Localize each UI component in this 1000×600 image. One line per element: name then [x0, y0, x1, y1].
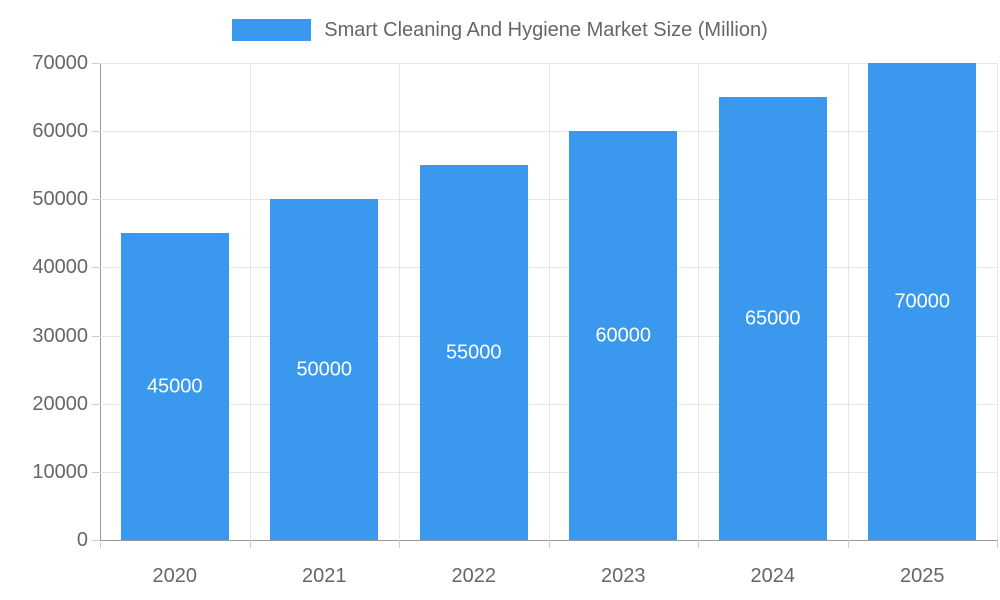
x-axis-tick-label: 2022 [451, 565, 497, 587]
x-axis-tick-label: 2020 [152, 565, 198, 587]
bar-value-label: 60000 [595, 324, 652, 347]
x-axis-line [92, 540, 997, 541]
bar-2021[interactable] [270, 199, 379, 540]
y-axis-tick [92, 471, 100, 473]
bar-value-label: 55000 [445, 341, 502, 364]
bar-value-label: 70000 [894, 290, 951, 312]
y-axis-tick [92, 199, 100, 201]
x-axis-tick-label: 2023 [601, 565, 646, 587]
v-gridline [548, 63, 550, 540]
y-axis-tick-label: 20000 [32, 392, 88, 415]
y-axis-tick-label: 10000 [32, 460, 88, 483]
y-axis-tick-label: 40000 [32, 256, 88, 279]
x-axis-tick [997, 540, 998, 548]
bar-2020[interactable] [120, 233, 229, 540]
bar-2024[interactable] [718, 97, 827, 540]
y-axis-tick [92, 403, 100, 405]
x-axis-tick-label: 2021 [302, 565, 347, 587]
bar-2023[interactable] [569, 131, 678, 540]
v-gridline [847, 63, 849, 540]
y-axis-tick-label: 0 [76, 529, 88, 551]
v-gridline [249, 63, 251, 540]
legend-color-swatch [232, 19, 312, 41]
y-axis-tick [92, 63, 100, 64]
bar-value-label: 45000 [146, 375, 203, 398]
x-axis-tick [698, 540, 699, 548]
chart-legend: Smart Cleaning And Hygiene Market Size (… [0, 18, 1000, 42]
bar-value-label: 65000 [744, 307, 801, 330]
y-axis-tick [92, 267, 100, 269]
y-axis-tick [92, 131, 100, 133]
legend-series-label: Smart Cleaning And Hygiene Market Size (… [324, 19, 768, 41]
x-axis-tick-label: 2024 [750, 565, 796, 587]
y-axis-tick-label: 60000 [32, 120, 88, 143]
x-axis-tick [548, 540, 550, 548]
x-axis-tick [847, 540, 849, 548]
y-axis-tick-label: 50000 [32, 188, 88, 211]
bar-2022[interactable] [419, 165, 528, 540]
y-axis-tick [92, 540, 100, 541]
v-gridline [698, 63, 699, 540]
y-axis-tick-label: 70000 [32, 52, 88, 74]
y-axis-tick-label: 30000 [32, 324, 88, 347]
y-axis-line [100, 63, 101, 548]
v-gridline [997, 63, 998, 540]
v-gridline [399, 63, 400, 540]
legend-item[interactable]: Smart Cleaning And Hygiene Market Size (… [232, 18, 768, 42]
bar-value-label: 50000 [296, 358, 353, 381]
y-axis-tick [92, 335, 100, 337]
x-axis-tick [399, 540, 400, 548]
plot-area [100, 63, 998, 540]
x-axis-tick-label: 2025 [900, 565, 945, 587]
x-axis-tick [100, 540, 101, 548]
bar-2025[interactable] [868, 63, 977, 540]
x-axis-tick [249, 540, 251, 548]
